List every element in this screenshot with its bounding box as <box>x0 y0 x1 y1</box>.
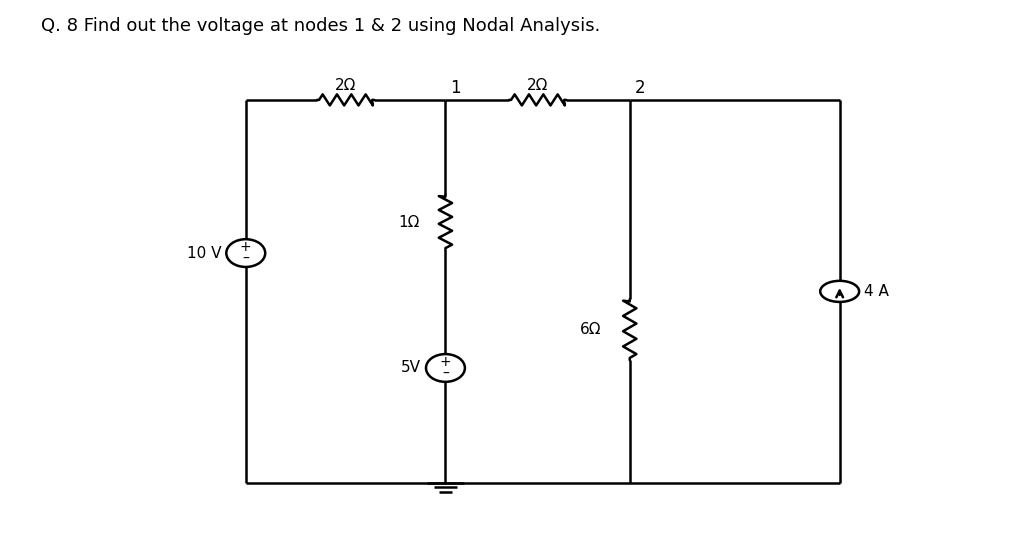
Text: –: – <box>442 367 449 381</box>
Text: 2Ω: 2Ω <box>335 78 356 93</box>
Text: 2: 2 <box>635 79 645 97</box>
Text: +: + <box>240 240 252 254</box>
Text: Q. 8 Find out the voltage at nodes 1 & 2 using Nodal Analysis.: Q. 8 Find out the voltage at nodes 1 & 2… <box>41 17 600 34</box>
Text: 2Ω: 2Ω <box>527 78 548 93</box>
Text: 6Ω: 6Ω <box>580 322 601 337</box>
Text: 5V: 5V <box>400 360 421 376</box>
Text: 10 V: 10 V <box>186 245 221 261</box>
Text: –: – <box>243 252 249 266</box>
Text: +: + <box>439 355 452 369</box>
Text: 1Ω: 1Ω <box>398 215 420 230</box>
Text: 1: 1 <box>451 79 461 97</box>
Text: 4 A: 4 A <box>864 284 889 299</box>
